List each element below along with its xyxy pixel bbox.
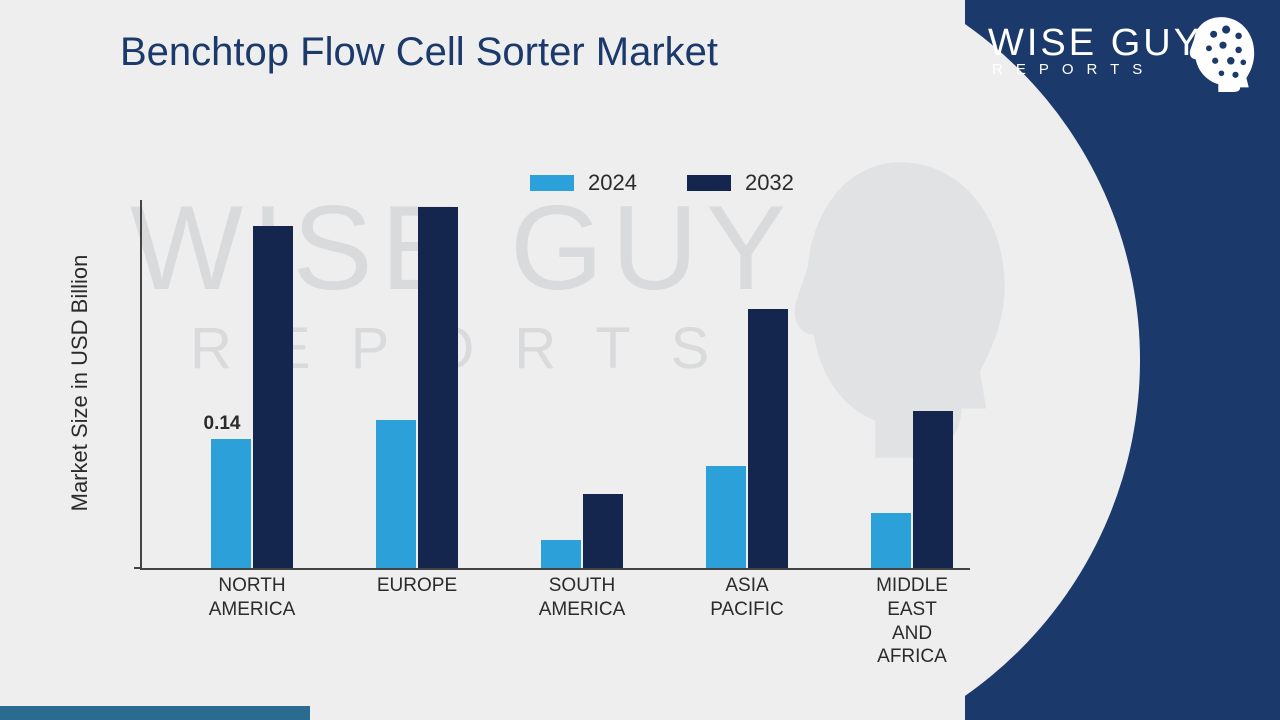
bar-2032 [418, 207, 458, 568]
bar-2032 [913, 411, 953, 568]
chart-legend: 2024 2032 [530, 170, 794, 196]
category-label: MIDDLEEASTANDAFRICA [842, 574, 982, 669]
chart-area: Market Size in USD Billion 2024 2032 0.1… [60, 170, 980, 690]
bar-2024 [541, 540, 581, 568]
axis-tick [134, 567, 142, 569]
bar-group: 0.14NORTHAMERICA [202, 226, 302, 568]
legend-item-2032: 2032 [687, 170, 794, 196]
bar-2024 [376, 420, 416, 568]
logo-head-icon [1184, 14, 1262, 92]
bar-2032 [748, 309, 788, 568]
category-label: ASIAPACIFIC [677, 574, 817, 622]
chart-title: Benchtop Flow Cell Sorter Market [120, 30, 718, 75]
category-label: EUROPE [347, 574, 487, 598]
bar-group: MIDDLEEASTANDAFRICA [862, 411, 962, 568]
legend-swatch-2032 [687, 175, 731, 191]
bar-2032 [583, 494, 623, 568]
legend-swatch-2024 [530, 175, 574, 191]
legend-label-2032: 2032 [745, 170, 794, 196]
y-axis-label: Market Size in USD Billion [67, 173, 93, 593]
logo-word-wise: WISE [988, 22, 1097, 64]
category-label: SOUTHAMERICA [512, 574, 652, 622]
bar-2024 [211, 439, 251, 569]
bar-group: EUROPE [367, 207, 467, 568]
legend-label-2024: 2024 [588, 170, 637, 196]
bar-value-label: 0.14 [192, 413, 252, 435]
category-label: NORTHAMERICA [182, 574, 322, 622]
bar-group: ASIAPACIFIC [697, 309, 797, 568]
bottom-accent-bar [0, 706, 310, 720]
infographic-canvas: WISE GUY REPORTS WISE GUY REPORTS Bencht… [0, 0, 1280, 720]
bar-2024 [706, 466, 746, 568]
bar-2032 [253, 226, 293, 568]
legend-item-2024: 2024 [530, 170, 637, 196]
bar-2024 [871, 513, 911, 569]
bar-group: SOUTHAMERICA [532, 494, 632, 568]
chart-plot: 0.14NORTHAMERICA EUROPE SOUTHAMERICA ASIAPA… [140, 200, 970, 570]
